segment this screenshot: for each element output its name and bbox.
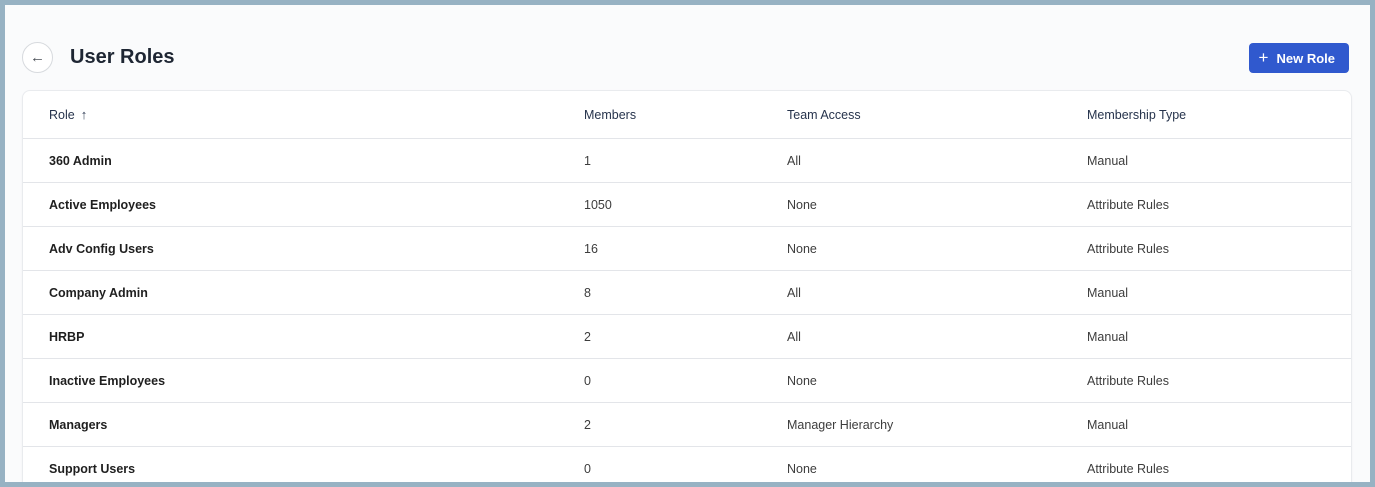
role-name-cell: Inactive Employees (49, 373, 166, 388)
membership-type-cell: Manual (1087, 285, 1128, 300)
role-name-cell: HRBP (49, 329, 85, 344)
members-cell: 8 (584, 285, 591, 300)
back-arrow-icon: ← (30, 49, 45, 66)
role-name-cell: Managers (49, 417, 108, 432)
page-title: User Roles (70, 46, 175, 68)
members-cell: 2 (584, 417, 591, 432)
table-header-row: Role ↑ Members Team Access Membership Ty… (23, 91, 1351, 138)
column-header-members-label: Members (584, 107, 637, 122)
role-name-cell: Company Admin (49, 285, 148, 300)
role-name-cell: Active Employees (49, 197, 156, 212)
members-cell: 1050 (584, 197, 612, 212)
membership-type-cell: Manual (1087, 329, 1128, 344)
membership-type-cell: Attribute Rules (1087, 373, 1169, 388)
table-row-adv-config-users[interactable]: Adv Config Users 16 None Attribute Rules (23, 226, 1351, 270)
team-access-cell: Manager Hierarchy (787, 417, 894, 432)
column-header-members[interactable]: Members (584, 108, 787, 122)
column-header-team-access-label: Team Access (787, 107, 861, 122)
membership-type-cell: Attribute Rules (1087, 241, 1169, 256)
back-button[interactable]: ← (22, 42, 53, 73)
table-row-company-admin[interactable]: Company Admin 8 All Manual (23, 270, 1351, 314)
roles-table: Role ↑ Members Team Access Membership Ty… (22, 90, 1352, 482)
team-access-cell: None (787, 197, 817, 212)
role-name-cell: Support Users (49, 461, 136, 476)
membership-type-cell: Attribute Rules (1087, 197, 1169, 212)
table-row-support-users[interactable]: Support Users 0 None Attribute Rules (23, 446, 1351, 482)
table-row-inactive-employees[interactable]: Inactive Employees 0 None Attribute Rule… (23, 358, 1351, 402)
table-row-managers[interactable]: Managers 2 Manager Hierarchy Manual (23, 402, 1351, 446)
members-cell: 16 (584, 241, 598, 256)
membership-type-cell: Manual (1087, 417, 1128, 432)
table-row-active-employees[interactable]: Active Employees 1050 None Attribute Rul… (23, 182, 1351, 226)
team-access-cell: All (787, 329, 801, 344)
members-cell: 0 (584, 373, 591, 388)
team-access-cell: None (787, 373, 817, 388)
members-cell: 0 (584, 461, 591, 476)
column-header-team-access[interactable]: Team Access (787, 108, 1087, 122)
team-access-cell: All (787, 285, 801, 300)
column-header-membership-type[interactable]: Membership Type (1087, 108, 1351, 122)
sort-ascending-icon: ↑ (80, 107, 88, 122)
plus-icon: + (1258, 48, 1269, 67)
new-role-button-label: New Role (1276, 50, 1335, 66)
new-role-button[interactable]: + New Role (1248, 43, 1349, 73)
team-access-cell: None (787, 241, 817, 256)
column-header-membership-type-label: Membership Type (1087, 107, 1187, 122)
table-row-hrbp[interactable]: HRBP 2 All Manual (23, 314, 1351, 358)
members-cell: 2 (584, 329, 591, 344)
role-name-cell: Adv Config Users (49, 241, 154, 256)
members-cell: 1 (584, 153, 591, 168)
column-header-role-label: Role (49, 107, 75, 122)
table-row-360-admin[interactable]: 360 Admin 1 All Manual (23, 138, 1351, 182)
membership-type-cell: Attribute Rules (1087, 461, 1169, 476)
column-header-role[interactable]: Role ↑ (49, 107, 584, 122)
team-access-cell: All (787, 153, 801, 168)
team-access-cell: None (787, 461, 817, 476)
role-name-cell: 360 Admin (49, 153, 112, 168)
membership-type-cell: Manual (1087, 153, 1128, 168)
